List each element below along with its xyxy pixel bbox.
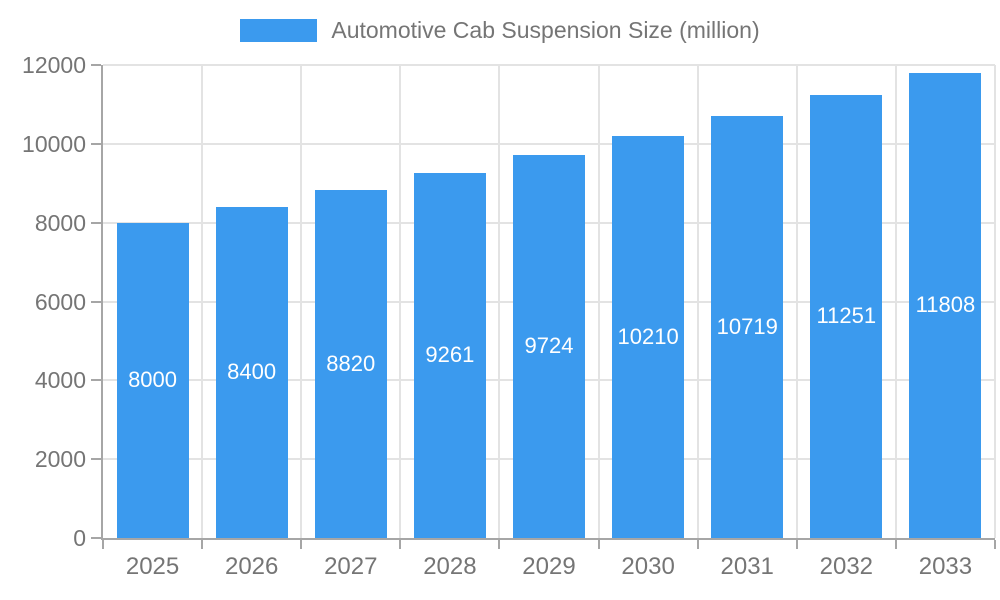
bar-2033[interactable]: 11808 bbox=[909, 72, 982, 538]
x-gridline bbox=[894, 65, 897, 538]
x-axis-tick bbox=[102, 540, 104, 549]
y-axis-tick bbox=[91, 458, 101, 461]
x-axis-label: 2027 bbox=[324, 553, 378, 580]
bar-value-label: 11808 bbox=[915, 292, 976, 318]
bar-2032[interactable]: 11251 bbox=[810, 94, 883, 538]
x-axis-label: 2031 bbox=[720, 553, 774, 580]
bar-2031[interactable]: 10719 bbox=[711, 115, 784, 538]
x-axis-label: 2029 bbox=[522, 553, 576, 580]
y-axis-tick bbox=[91, 221, 101, 224]
y-gridline bbox=[103, 64, 995, 66]
y-axis-label: 4000 bbox=[34, 367, 86, 394]
bar-2027[interactable]: 8820 bbox=[314, 190, 387, 538]
y-axis-label: 0 bbox=[73, 525, 86, 551]
x-gridline bbox=[201, 65, 204, 538]
bar-value-label: 8000 bbox=[128, 367, 178, 393]
x-axis-tick bbox=[894, 540, 897, 549]
x-axis-tick bbox=[795, 540, 798, 549]
x-axis-label: 2033 bbox=[918, 553, 973, 580]
x-gridline bbox=[399, 65, 402, 538]
x-axis-tick bbox=[300, 540, 303, 549]
bar-value-label: 8400 bbox=[227, 359, 277, 385]
y-axis-tick bbox=[91, 379, 101, 382]
x-gridline bbox=[498, 65, 501, 538]
x-gridline bbox=[696, 65, 699, 538]
bar-2029[interactable]: 9724 bbox=[513, 154, 585, 538]
y-axis-tick bbox=[91, 300, 101, 303]
y-axis-label: 8000 bbox=[34, 209, 86, 236]
x-axis-label: 2025 bbox=[125, 553, 180, 580]
y-gridline bbox=[103, 142, 995, 145]
x-axis-label: 2026 bbox=[224, 553, 279, 580]
bar-value-label: 10719 bbox=[716, 313, 778, 339]
x-axis-tick bbox=[498, 540, 501, 549]
x-axis-label: 2028 bbox=[423, 553, 477, 580]
x-gridline bbox=[597, 65, 600, 538]
bar-2026[interactable]: 8400 bbox=[215, 206, 288, 538]
y-axis-tick bbox=[91, 142, 101, 145]
x-gridline bbox=[300, 65, 303, 538]
y-axis-line bbox=[101, 65, 103, 540]
x-axis-tick bbox=[994, 540, 996, 549]
legend-label: Automotive Cab Suspension Size (million) bbox=[331, 17, 760, 43]
legend-swatch-icon bbox=[240, 19, 318, 42]
y-axis-tick bbox=[91, 64, 101, 66]
bar-2025[interactable]: 8000 bbox=[116, 222, 189, 538]
x-axis-tick bbox=[696, 540, 699, 549]
x-axis-label: 2030 bbox=[621, 553, 675, 580]
x-axis-tick bbox=[399, 540, 402, 549]
y-axis-label: 6000 bbox=[34, 288, 86, 315]
y-axis-label: 12000 bbox=[22, 52, 86, 78]
bar-value-label: 9724 bbox=[524, 333, 574, 359]
y-axis-label: 10000 bbox=[22, 130, 86, 157]
bar-value-label: 10210 bbox=[617, 323, 679, 349]
bar-value-label: 11251 bbox=[816, 303, 877, 329]
x-gridline bbox=[994, 65, 996, 538]
x-axis-tick bbox=[597, 540, 600, 549]
legend-item[interactable]: Automotive Cab Suspension Size (million) bbox=[0, 17, 1000, 44]
bar-2030[interactable]: 10210 bbox=[612, 135, 685, 538]
y-axis-label: 2000 bbox=[34, 446, 86, 473]
bar-value-label: 8820 bbox=[326, 351, 376, 377]
plot-area: 0 2000 4000 6000 8000 10000 12000 8000 2025 8400 2… bbox=[22, 52, 996, 580]
bar-2028[interactable]: 9261 bbox=[413, 172, 486, 538]
x-axis-tick bbox=[201, 540, 204, 549]
x-gridline bbox=[795, 65, 798, 538]
bar-value-label: 9261 bbox=[425, 342, 475, 368]
y-axis-tick bbox=[91, 537, 101, 539]
x-axis-label: 2032 bbox=[819, 553, 874, 580]
x-axis-line bbox=[101, 538, 995, 540]
